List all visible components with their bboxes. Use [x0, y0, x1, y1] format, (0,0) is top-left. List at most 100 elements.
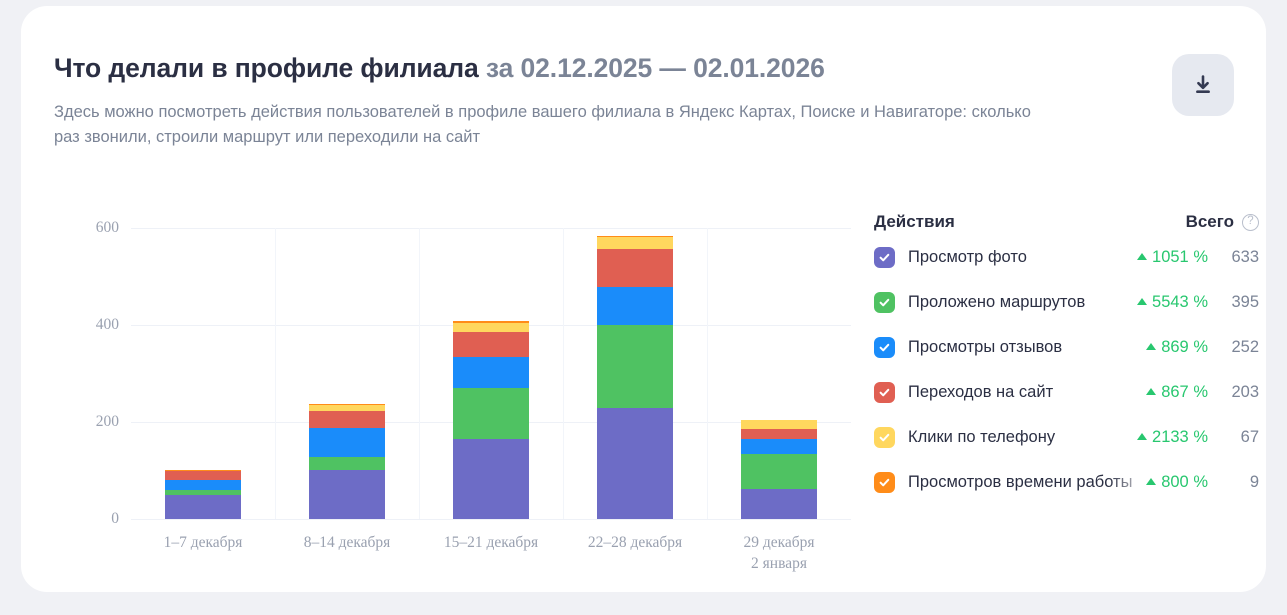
bar-segment[interactable] [453, 322, 529, 333]
vertical-gridline [563, 228, 564, 519]
bar-segment[interactable] [597, 287, 673, 326]
arrow-up-icon [1137, 298, 1148, 305]
arrow-up-icon [1137, 433, 1148, 440]
bar-segment[interactable] [309, 428, 385, 457]
legend-delta: 800 % [1146, 473, 1208, 492]
legend-row[interactable]: Просмотры отзывов 869 % 252 [874, 325, 1259, 370]
bar-segment[interactable] [741, 429, 817, 440]
bar-segment[interactable] [309, 456, 385, 471]
legend-delta-value: 800 % [1161, 473, 1208, 491]
bar-segment[interactable] [453, 438, 529, 519]
vertical-gridline [419, 228, 420, 519]
bar-segment[interactable] [741, 453, 817, 489]
download-icon [1192, 74, 1214, 96]
chart-bar-column[interactable]: 15–21 декабря [419, 228, 563, 551]
chart-bar-column[interactable]: 29 декабря 2 января [707, 228, 851, 572]
legend-header: Действия Всего ? [874, 209, 1259, 235]
legend-label: Просмотры отзывов [908, 338, 1063, 356]
legend-total-value: 395 [1231, 293, 1259, 311]
legend-checkbox[interactable] [874, 427, 895, 448]
stacked-bar[interactable] [453, 321, 529, 519]
bar-segment[interactable] [741, 420, 817, 430]
bar-segment[interactable] [741, 488, 817, 519]
bar-segment[interactable] [597, 325, 673, 409]
legend-total-value: 67 [1240, 428, 1259, 446]
legend-label: Просмотров времени работы [908, 473, 1133, 491]
legend-label: Клики по телефону [908, 428, 1056, 446]
bar-segment[interactable] [453, 388, 529, 439]
bar-segment[interactable] [165, 470, 241, 472]
legend-checkbox[interactable] [874, 337, 895, 358]
legend-total-value: 633 [1231, 248, 1259, 266]
legend-label: Просмотр фото [908, 248, 1027, 266]
arrow-up-icon [1137, 253, 1148, 260]
y-axis-tick-label: 400 [95, 316, 119, 333]
stacked-bar[interactable] [309, 403, 385, 519]
page-subtitle: Здесь можно посмотреть действия пользова… [54, 103, 1031, 146]
arrow-up-icon [1146, 343, 1157, 350]
chart-legend: Действия Всего ? Просмотр фото 1051 % 633 П… [874, 209, 1259, 505]
stacked-bar[interactable] [165, 470, 241, 519]
download-button[interactable] [1172, 54, 1234, 116]
bar-segment[interactable] [453, 356, 529, 389]
legend-label: Проложено маршрутов [908, 293, 1086, 311]
chart-plot-area: 0 200 400 600 1–7 декабря 8–14 декабря 15–21 … [96, 219, 851, 572]
page-title-main: Что делали в профиле филиала [54, 53, 479, 83]
vertical-gridline [275, 228, 276, 519]
stacked-bar[interactable] [597, 235, 673, 519]
legend-row[interactable]: Клики по телефону 2133 % 67 [874, 415, 1259, 460]
bar-segment[interactable] [597, 408, 673, 519]
legend-delta-value: 1051 % [1152, 248, 1208, 266]
legend-total-value: 203 [1231, 383, 1259, 401]
chart-bars: 1–7 декабря 8–14 декабря 15–21 декабря 22–2… [131, 228, 851, 572]
legend-checkbox[interactable] [874, 292, 895, 313]
legend-delta: 869 % [1146, 338, 1208, 357]
chart: 0 200 400 600 1–7 декабря 8–14 декабря 15–21 … [71, 211, 861, 581]
legend-checkbox[interactable] [874, 382, 895, 403]
legend-rows: Просмотр фото 1051 % 633 Проложено маршруто… [874, 235, 1259, 505]
bar-segment[interactable] [453, 332, 529, 357]
chart-bar-column[interactable]: 1–7 декабря [131, 228, 275, 551]
legend-row[interactable]: Просмотров времени работы 800 % 9 [874, 460, 1259, 505]
legend-label: Переходов на сайт [908, 383, 1054, 401]
arrow-up-icon [1146, 478, 1157, 485]
bar-segment[interactable] [453, 321, 529, 323]
stacked-bar[interactable] [741, 420, 817, 519]
x-axis-tick-label: 22–28 декабря [587, 534, 683, 551]
legend-delta: 1051 % [1137, 248, 1208, 267]
bar-segment[interactable] [165, 471, 241, 481]
bar-segment[interactable] [165, 494, 241, 519]
legend-delta: 867 % [1146, 383, 1208, 402]
gridline: 600 [96, 219, 851, 236]
y-axis-tick-label: 0 [111, 510, 119, 527]
bar-segment[interactable] [597, 249, 673, 288]
bar-segment[interactable] [741, 439, 817, 454]
legend-checkbox[interactable] [874, 472, 895, 493]
legend-row[interactable]: Переходов на сайт 867 % 203 [874, 370, 1259, 415]
bar-segment[interactable] [309, 411, 385, 429]
bar-segment[interactable] [309, 404, 385, 412]
legend-total-value: 9 [1249, 473, 1259, 491]
legend-header-total: Всего [1185, 212, 1234, 231]
bar-segment[interactable] [165, 490, 241, 495]
x-axis-tick-label: 29 декабря 2 января [743, 534, 815, 572]
vertical-gridline [707, 228, 708, 519]
chart-bar-column[interactable]: 22–28 декабря [563, 228, 707, 551]
bar-segment[interactable] [597, 235, 673, 237]
bar-segment[interactable] [597, 236, 673, 250]
legend-row[interactable]: Просмотр фото 1051 % 633 [874, 235, 1259, 280]
help-icon[interactable]: ? [1242, 213, 1259, 231]
x-axis-tick-label: 8–14 декабря [303, 534, 391, 551]
legend-checkbox[interactable] [874, 247, 895, 268]
bar-segment[interactable] [309, 403, 385, 405]
bar-segment[interactable] [165, 480, 241, 491]
legend-delta: 2133 % [1137, 428, 1208, 447]
legend-delta: 5543 % [1137, 293, 1208, 312]
legend-row[interactable]: Проложено маршрутов 5543 % 395 [874, 280, 1259, 325]
arrow-up-icon [1146, 388, 1157, 395]
card-header: Что делали в профиле филиала за 02.12.20… [54, 52, 1054, 150]
bar-segment[interactable] [309, 470, 385, 519]
chart-bar-column[interactable]: 8–14 декабря [275, 228, 419, 551]
legend-header-actions: Действия [874, 212, 955, 231]
legend-delta-value: 5543 % [1152, 293, 1208, 311]
